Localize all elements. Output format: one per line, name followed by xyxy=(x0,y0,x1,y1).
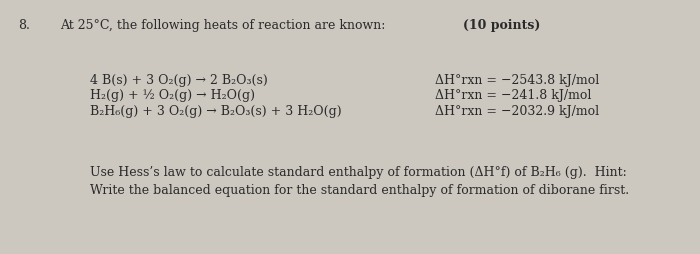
Text: ΔH°rxn = −2543.8 kJ/mol: ΔH°rxn = −2543.8 kJ/mol xyxy=(435,74,599,87)
Text: B₂H₆(g) + 3 O₂(g) → B₂O₃(s) + 3 H₂O(g): B₂H₆(g) + 3 O₂(g) → B₂O₃(s) + 3 H₂O(g) xyxy=(90,105,342,118)
Text: H₂(g) + ½ O₂(g) → H₂O(g): H₂(g) + ½ O₂(g) → H₂O(g) xyxy=(90,89,255,103)
Text: (10 points): (10 points) xyxy=(463,19,540,32)
Text: At 25°C, the following heats of reaction are known:: At 25°C, the following heats of reaction… xyxy=(60,19,389,32)
Text: ΔH°rxn = −241.8 kJ/mol: ΔH°rxn = −241.8 kJ/mol xyxy=(435,89,592,103)
Text: Write the balanced equation for the standard enthalpy of formation of diborane f: Write the balanced equation for the stan… xyxy=(90,184,629,197)
Text: Use Hess’s law to calculate standard enthalpy of formation (ΔH°f) of B₂H₆ (g).  : Use Hess’s law to calculate standard ent… xyxy=(90,166,626,179)
Text: ΔH°rxn = −2032.9 kJ/mol: ΔH°rxn = −2032.9 kJ/mol xyxy=(435,105,599,118)
Text: 4 B(s) + 3 O₂(g) → 2 B₂O₃(s): 4 B(s) + 3 O₂(g) → 2 B₂O₃(s) xyxy=(90,74,267,87)
Text: 8.: 8. xyxy=(18,19,30,32)
